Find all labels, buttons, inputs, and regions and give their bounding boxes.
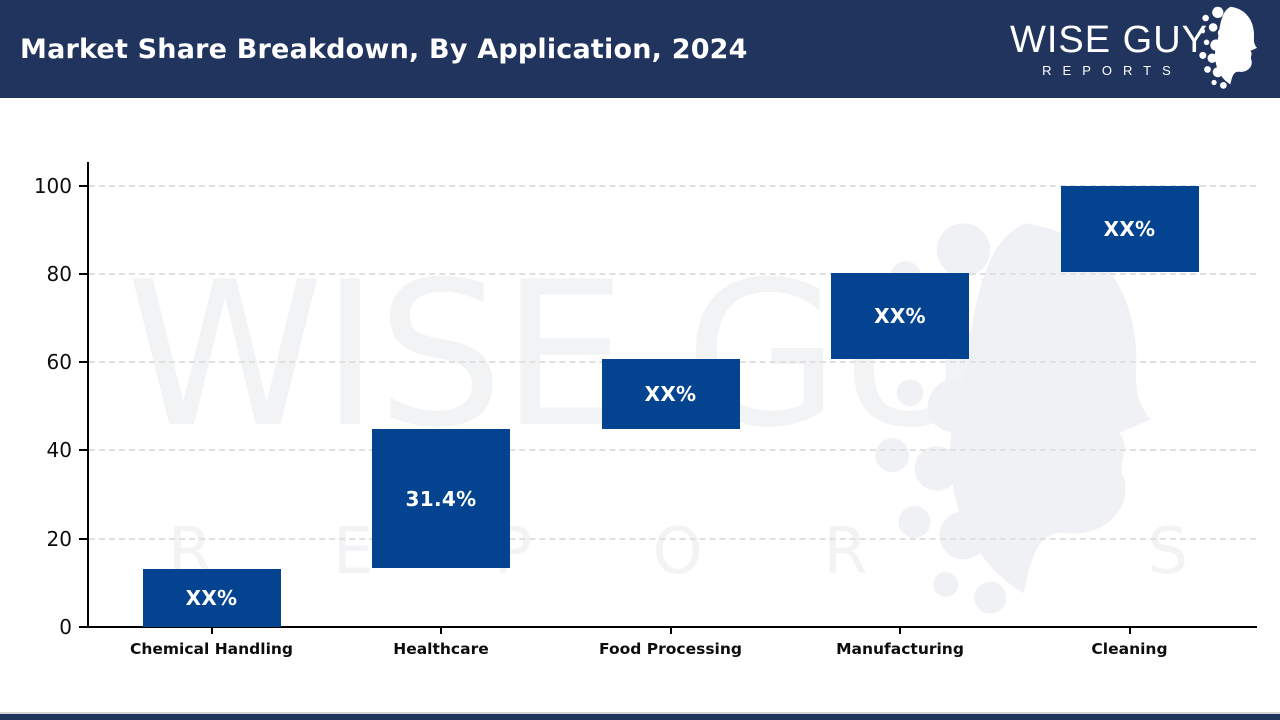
y-tick-label: 100 xyxy=(33,174,72,198)
y-axis-tick xyxy=(79,273,87,276)
y-tick-label: 40 xyxy=(46,438,72,463)
y-tick-label: 80 xyxy=(46,262,72,287)
chart-title: Market Share Breakdown, By Application, … xyxy=(20,33,748,65)
footer-bar xyxy=(0,714,1280,720)
footer-rule xyxy=(0,712,1280,714)
y-axis-tick xyxy=(79,185,87,187)
bar-label: XX% xyxy=(874,303,926,328)
y-axis-line xyxy=(87,162,89,628)
bar: 31.4% xyxy=(372,428,510,569)
bar-label: XX% xyxy=(1103,216,1156,241)
header: Market Share Breakdown, By Application, … xyxy=(0,0,1280,98)
y-axis-tick xyxy=(79,361,87,364)
face-profile-icon xyxy=(1199,6,1258,89)
bar: XX% xyxy=(142,568,281,627)
brand-logo-text: WISE GUY REPORTS xyxy=(1010,21,1208,78)
watermark-face-profile xyxy=(875,223,1151,614)
x-axis-label: Healthcare xyxy=(393,640,489,658)
bar: XX% xyxy=(1060,186,1199,272)
gridline xyxy=(89,185,1256,187)
x-axis-tick xyxy=(899,628,901,634)
gridline xyxy=(89,449,1256,452)
x-axis-label: Chemical Handling xyxy=(129,640,294,658)
x-axis-label: Manufacturing xyxy=(836,640,964,658)
x-axis-tick xyxy=(1128,628,1131,634)
x-axis-label: Cleaning xyxy=(1091,640,1168,658)
gridline xyxy=(89,537,1256,540)
bar-label: XX% xyxy=(185,585,238,610)
y-tick-label: 0 xyxy=(59,614,72,639)
y-axis-tick xyxy=(79,449,87,452)
x-axis-tick xyxy=(210,628,213,634)
y-tick-label: 20 xyxy=(46,526,72,551)
bar-label: XX% xyxy=(644,381,697,406)
x-axis-label: Food Processing xyxy=(599,640,742,658)
x-axis-line xyxy=(87,626,1257,628)
bar: XX% xyxy=(601,358,740,429)
bar-label: 31.4% xyxy=(405,486,477,511)
y-tick-label: 60 xyxy=(46,350,72,375)
y-axis-tick xyxy=(79,537,87,540)
x-axis-tick xyxy=(669,628,672,634)
bar: XX% xyxy=(831,272,969,359)
y-axis-tick xyxy=(79,625,87,628)
brand-subname: REPORTS xyxy=(1042,62,1182,78)
brand-logo: WISE GUY REPORTS xyxy=(1010,6,1266,90)
x-axis-tick xyxy=(440,628,442,634)
gridline xyxy=(89,273,1256,276)
brand-name: WISE GUY xyxy=(1009,18,1208,61)
